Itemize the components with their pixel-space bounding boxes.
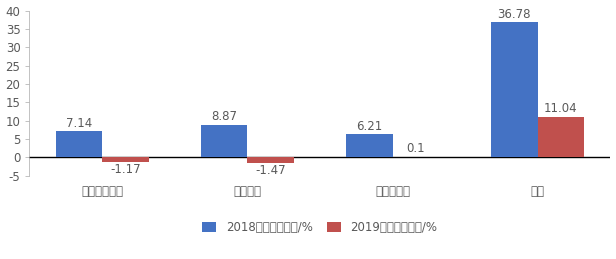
Bar xyxy=(538,117,584,157)
Text: 8.87: 8.87 xyxy=(211,110,237,123)
Text: 11.04: 11.04 xyxy=(544,102,578,115)
Legend: 2018年上半年增幅/%, 2019年上半年增幅/%: 2018年上半年增幅/%, 2019年上半年增幅/% xyxy=(198,217,442,239)
Bar xyxy=(102,157,148,162)
Text: 6.21: 6.21 xyxy=(356,120,383,133)
Bar xyxy=(56,131,102,157)
Bar xyxy=(346,134,392,157)
Text: 0.1: 0.1 xyxy=(407,142,425,155)
Text: 36.78: 36.78 xyxy=(498,8,531,21)
Bar xyxy=(248,157,294,163)
Bar xyxy=(201,125,248,157)
Text: 7.14: 7.14 xyxy=(66,117,92,130)
Text: -1.17: -1.17 xyxy=(110,163,141,176)
Bar xyxy=(491,22,538,157)
Text: -1.47: -1.47 xyxy=(255,164,286,177)
